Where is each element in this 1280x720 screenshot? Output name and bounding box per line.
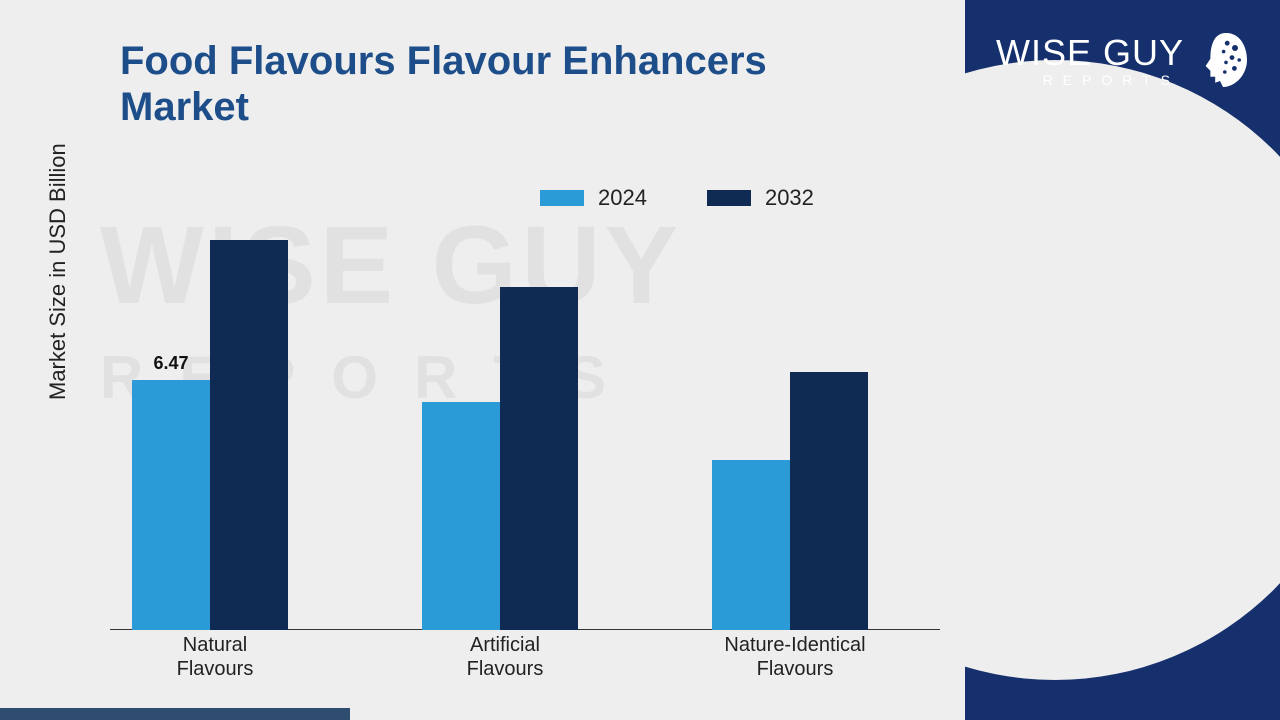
chart-canvas: WISE GUY REPORTS WISE GUY REPORTS Food F…: [0, 0, 1280, 720]
bars-wrap: [410, 225, 600, 630]
legend-item-2032: 2032: [707, 185, 814, 211]
bars-wrap: [700, 225, 890, 630]
legend-label-2032: 2032: [765, 185, 814, 211]
bar-group: Nature-IdenticalFlavours: [700, 225, 890, 630]
bar-2024: [712, 460, 790, 630]
legend: 2024 2032: [540, 185, 814, 211]
logo-text-main: WISE GUY: [996, 32, 1184, 74]
bar-group: 6.47NaturalFlavours: [120, 225, 310, 630]
bar-value-label: 6.47: [126, 353, 216, 374]
category-label: Nature-IdenticalFlavours: [685, 633, 905, 681]
bars-wrap: 6.47: [120, 225, 310, 630]
bottom-accent-bar: [0, 708, 350, 720]
legend-item-2024: 2024: [540, 185, 647, 211]
category-label: ArtificialFlavours: [395, 633, 615, 681]
legend-swatch-2024: [540, 190, 584, 206]
legend-swatch-2032: [707, 190, 751, 206]
bar-2032: [790, 372, 868, 630]
legend-label-2024: 2024: [598, 185, 647, 211]
bar-2024: 6.47: [132, 380, 210, 630]
bar-2032: [500, 287, 578, 630]
bar-group: ArtificialFlavours: [410, 225, 600, 630]
plot-area: 6.47NaturalFlavours ArtificialFlavours Nat…: [110, 225, 940, 630]
bar-2032: [210, 240, 288, 630]
head-icon: [1190, 30, 1250, 90]
y-axis-label: Market Size in USD Billion: [45, 143, 71, 400]
brand-logo: WISE GUY REPORTS: [996, 30, 1250, 90]
category-label: NaturalFlavours: [105, 633, 325, 681]
logo-text-sub: REPORTS: [996, 72, 1184, 88]
bar-2024: [422, 402, 500, 630]
chart-title: Food Flavours Flavour Enhancers Market: [120, 38, 840, 130]
